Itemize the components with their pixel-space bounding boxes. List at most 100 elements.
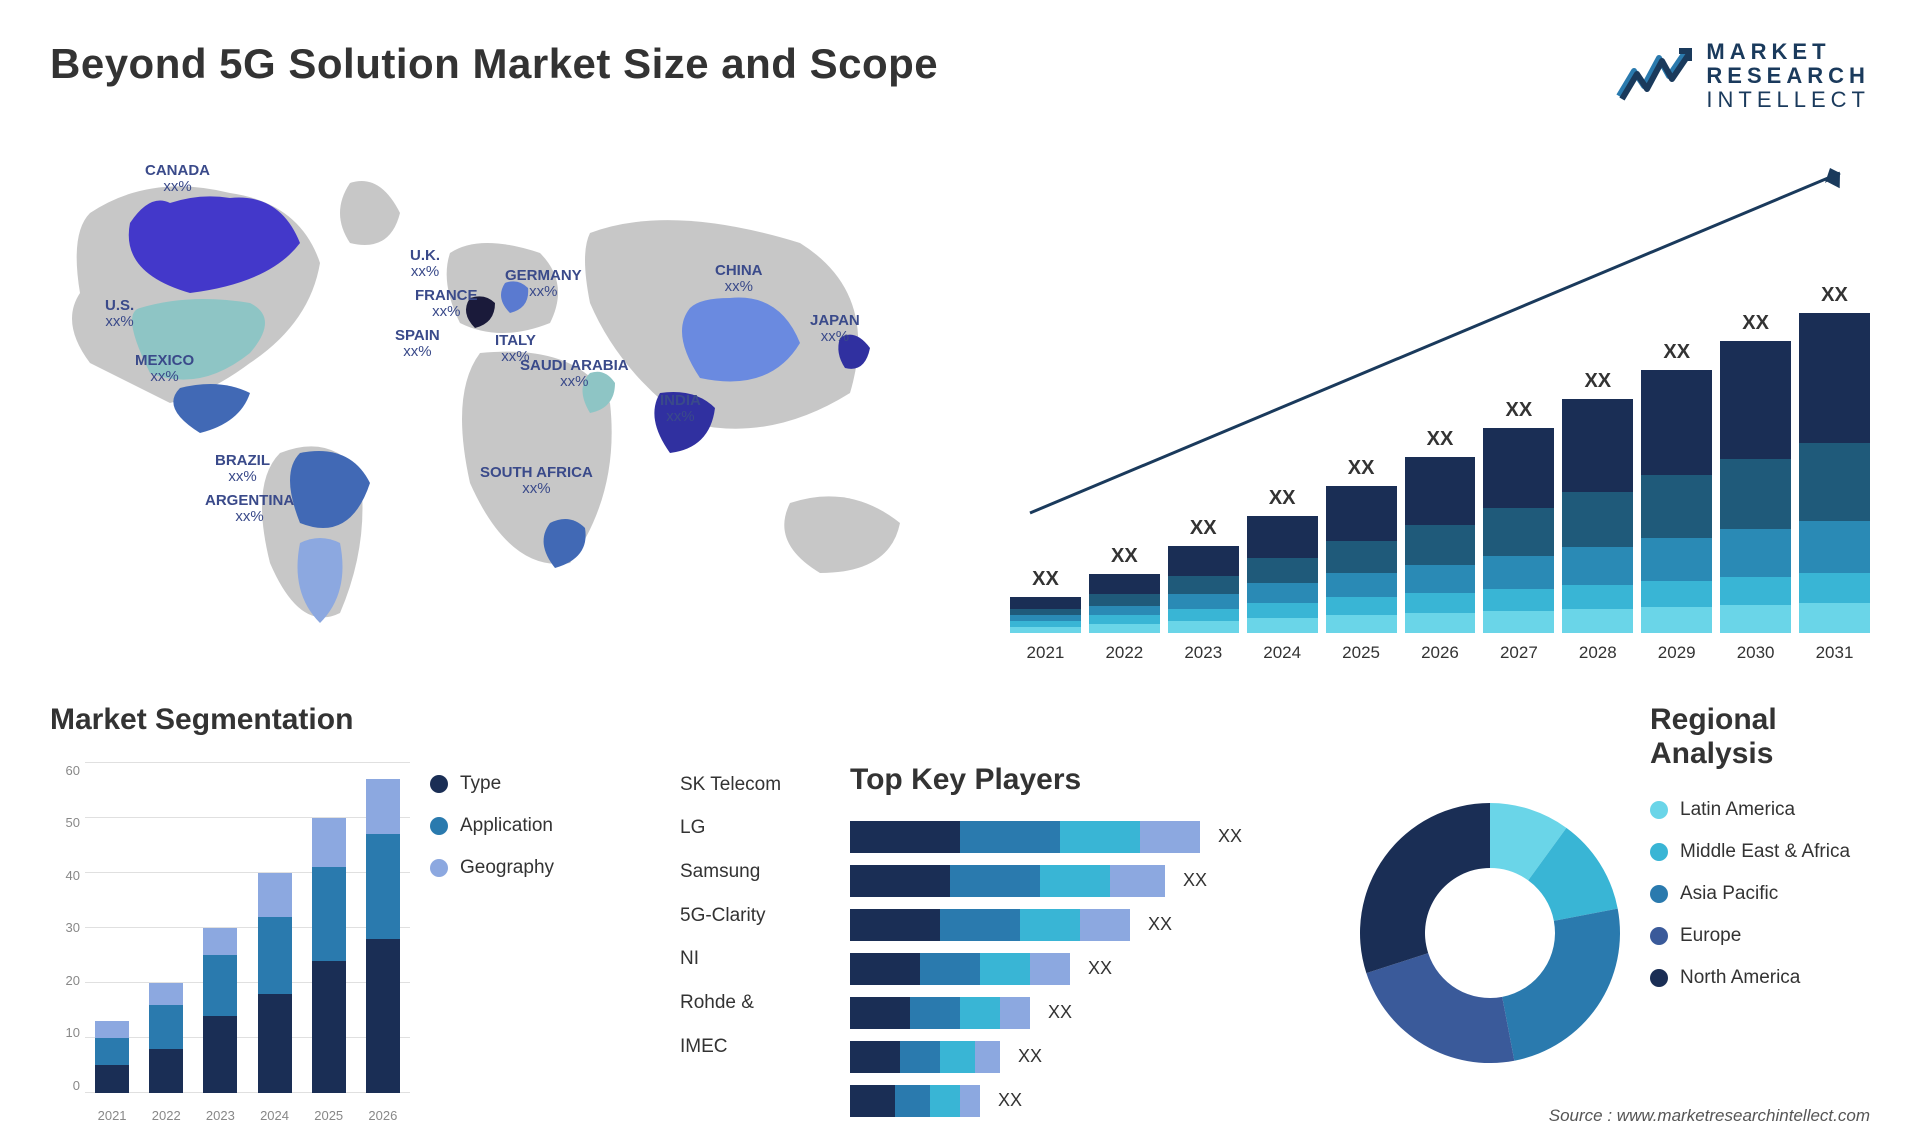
growth-bar-value: XX [1032, 568, 1059, 591]
growth-bar-year: 2031 [1816, 643, 1854, 663]
player-bar-value: XX [998, 1090, 1022, 1111]
header: Beyond 5G Solution Market Size and Scope… [50, 40, 1870, 113]
player-bar-value: XX [1218, 826, 1242, 847]
x-tick: 2022 [152, 1108, 181, 1123]
growth-bar-year: 2029 [1658, 643, 1696, 663]
player-bar [850, 953, 1070, 985]
growth-bar-value: XX [1190, 517, 1217, 540]
growth-bar-value: XX [1427, 428, 1454, 451]
legend-swatch-icon [1650, 843, 1668, 861]
growth-bar-value: XX [1584, 370, 1611, 393]
donut-slice [1502, 908, 1620, 1060]
y-tick: 50 [50, 815, 80, 830]
growth-bar-value: XX [1269, 487, 1296, 510]
growth-bar-year: 2023 [1184, 643, 1222, 663]
legend-item: Geography [430, 857, 650, 879]
regional-title: Regional Analysis [1650, 703, 1870, 771]
top-row: CANADAxx% U.S.xx%MEXICOxx% BRAZILxx% ARGENT… [50, 143, 1870, 663]
player-bar-value: XX [1148, 914, 1172, 935]
y-tick: 0 [50, 1078, 80, 1093]
legend-swatch-icon [430, 859, 448, 877]
legend-label: Latin America [1680, 799, 1795, 821]
player-name: IMEC [680, 1025, 830, 1069]
legend-label: Asia Pacific [1680, 883, 1778, 905]
x-tick: 2021 [98, 1108, 127, 1123]
players-panel: SK TelecomLGSamsung5G-ClarityNIRohde &IM… [680, 703, 1300, 1123]
legend-swatch-icon [1650, 927, 1668, 945]
map-country-label: FRANCExx% [415, 288, 478, 321]
y-tick: 10 [50, 1025, 80, 1040]
map-country-label: GERMANYxx% [505, 268, 582, 301]
player-bar-row: XX [850, 1079, 1300, 1123]
players-title: Top Key Players [850, 763, 1300, 797]
segmentation-bar [312, 763, 346, 1093]
players-chart: Top Key Players XX XX XX XX XX XX XX [850, 703, 1300, 1123]
player-bar-row: XX [850, 1035, 1300, 1079]
legend-label: Europe [1680, 925, 1741, 947]
players-names: SK TelecomLGSamsung5G-ClarityNIRohde &IM… [680, 703, 830, 1123]
growth-bar-year: 2028 [1579, 643, 1617, 663]
legend-item: Asia Pacific [1650, 883, 1870, 905]
growth-bar: XX2024 [1247, 487, 1318, 663]
player-bar-value: XX [1183, 870, 1207, 891]
legend-label: Type [460, 773, 501, 795]
segmentation-bar [149, 763, 183, 1093]
growth-bar: XX 2026 [1405, 428, 1476, 663]
player-bar-row: XX [850, 991, 1300, 1035]
map-country-label: JAPANxx% [810, 313, 860, 346]
map-country-label: BRAZILxx% [215, 453, 270, 486]
segmentation-legend: Type Application Geography [410, 703, 650, 1123]
legend-item: Middle East & Africa [1650, 841, 1870, 863]
growth-bar-year: 2026 [1421, 643, 1459, 663]
map-country-label: CHINAxx% [715, 263, 763, 296]
segmentation-bar [95, 763, 129, 1093]
legend-swatch-icon [1650, 801, 1668, 819]
player-name: 5G-Clarity [680, 894, 830, 938]
x-tick: 2023 [206, 1108, 235, 1123]
source-text: Source : www.marketresearchintellect.com [1549, 1106, 1870, 1126]
player-bar-value: XX [1048, 1002, 1072, 1023]
donut-slice [1360, 803, 1490, 973]
map-country-label: CANADAxx% [145, 163, 210, 196]
player-bar-row: XX [850, 947, 1300, 991]
legend-item: North America [1650, 967, 1870, 989]
page-title: Beyond 5G Solution Market Size and Scope [50, 40, 938, 88]
x-tick: 2026 [368, 1108, 397, 1123]
map-country-label: SPAINxx% [395, 328, 440, 361]
legend-item: Europe [1650, 925, 1870, 947]
player-bar-value: XX [1088, 958, 1112, 979]
legend-item: Application [430, 815, 650, 837]
growth-bar-year: 2022 [1105, 643, 1143, 663]
player-bar [850, 1085, 980, 1117]
legend-item: Latin America [1650, 799, 1870, 821]
legend-swatch-icon [430, 817, 448, 835]
brand-logo: MARKET RESEARCH INTELLECT [1614, 40, 1870, 113]
growth-bar: XX 2029 [1641, 341, 1712, 663]
growth-bar-value: XX [1111, 545, 1138, 568]
player-bar-row: XX [850, 815, 1300, 859]
legend-item: Type [430, 773, 650, 795]
segmentation-bar [366, 763, 400, 1093]
x-tick: 2025 [314, 1108, 343, 1123]
map-country-label: INDIAxx% [660, 393, 701, 426]
logo-mark-icon [1614, 46, 1694, 106]
map-country-label: ARGENTINAxx% [205, 493, 294, 526]
growth-bar: XX2030 [1720, 312, 1791, 663]
legend-swatch-icon [430, 775, 448, 793]
y-tick: 30 [50, 920, 80, 935]
growth-bar-value: XX [1663, 341, 1690, 364]
growth-bar: XX2025 [1326, 457, 1397, 663]
segmentation-title: Market Segmentation [50, 703, 410, 737]
player-name: LG [680, 806, 830, 850]
map-country-label: MEXICOxx% [135, 353, 194, 386]
growth-bar-year: 2025 [1342, 643, 1380, 663]
map-country-label: SAUDI ARABIAxx% [520, 358, 629, 391]
map-country-label: U.S.xx% [105, 298, 134, 331]
bottom-row: Market Segmentation 0102030405060 202120… [50, 703, 1870, 1123]
player-bar [850, 909, 1130, 941]
growth-bar: XX 2022 [1089, 545, 1160, 663]
growth-bar: XX2021 [1010, 568, 1081, 663]
legend-label: North America [1680, 967, 1800, 989]
growth-chart: XX2021XX2022XX2023XX2024XX2025XX2026XX20… [1010, 143, 1870, 663]
growth-bar: XX2027 [1483, 399, 1554, 663]
